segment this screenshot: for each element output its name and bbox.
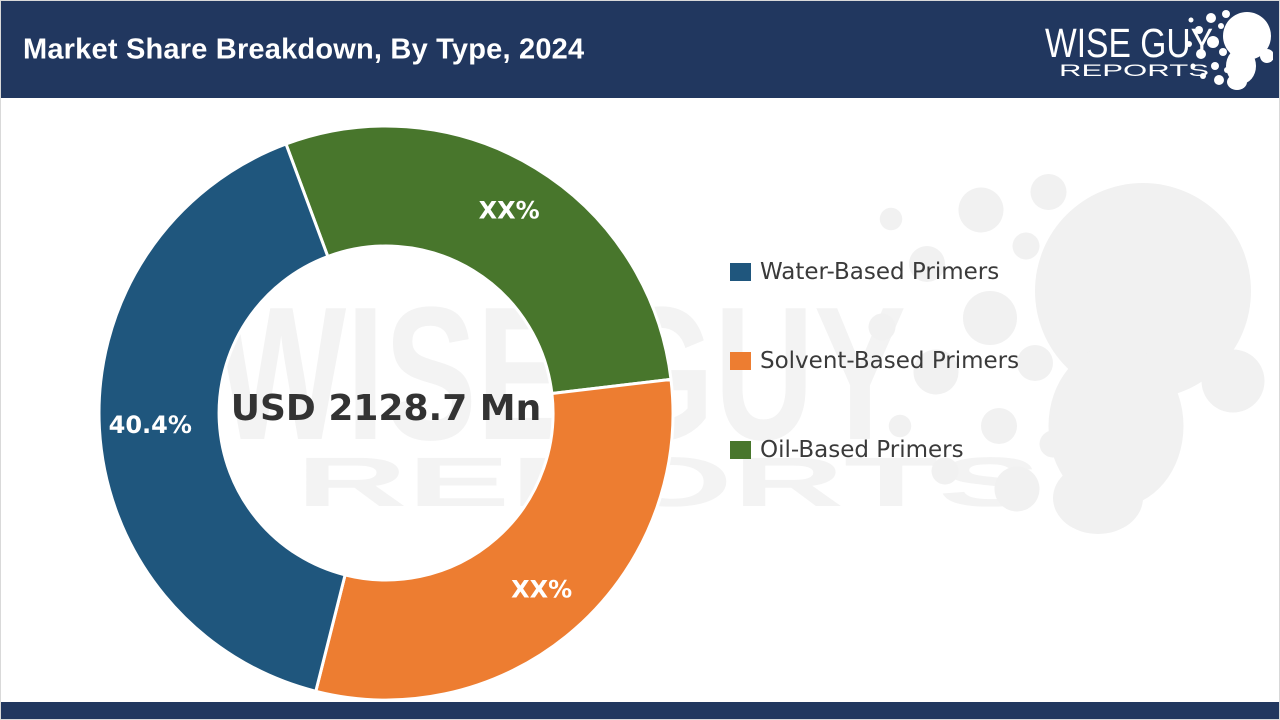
legend-label: Solvent-Based Primers bbox=[760, 348, 1020, 374]
donut-slice-labels: XX% XX% 40.4% bbox=[109, 197, 573, 604]
donut-slice-oil-based-primers bbox=[284, 124, 673, 395]
legend-item-oil-based: Oil-Based Primers bbox=[730, 432, 1019, 468]
legend-item-water-based: Water-Based Primers bbox=[730, 254, 1019, 290]
logo-tagline: REPORTS bbox=[1059, 61, 1209, 80]
legend-swatch-oil-based bbox=[730, 441, 751, 459]
legend-item-solvent-based: Solvent-Based Primers bbox=[730, 343, 1019, 379]
slice-percent-label: XX% bbox=[511, 575, 572, 603]
donut-center-value: USD 2128.7 Mn bbox=[231, 388, 541, 429]
legend-label: Water-Based Primers bbox=[760, 259, 1000, 285]
header-bar: Market Share Breakdown, By Type, 2024 WI… bbox=[1, 1, 1279, 98]
slice-percent-label: XX% bbox=[479, 197, 540, 225]
wise-guy-reports-logo: WISE GUY REPORTS bbox=[1045, 10, 1273, 90]
legend-swatch-water-based bbox=[730, 263, 751, 281]
chart-legend: Water-Based Primers Solvent-Based Primer… bbox=[730, 254, 1019, 521]
donut-slices bbox=[97, 124, 675, 702]
legend-label: Oil-Based Primers bbox=[760, 437, 964, 463]
legend-swatch-solvent-based bbox=[730, 352, 751, 370]
footer-bar bbox=[1, 702, 1279, 719]
donut-slice-solvent-based-primers bbox=[314, 377, 675, 702]
page-title: Market Share Breakdown, By Type, 2024 bbox=[23, 33, 585, 65]
slice-percent-label: 40.4% bbox=[109, 411, 192, 439]
donut-slice-water-based-primers bbox=[97, 142, 347, 693]
logo-wordmark: WISE GUY bbox=[1045, 20, 1213, 66]
